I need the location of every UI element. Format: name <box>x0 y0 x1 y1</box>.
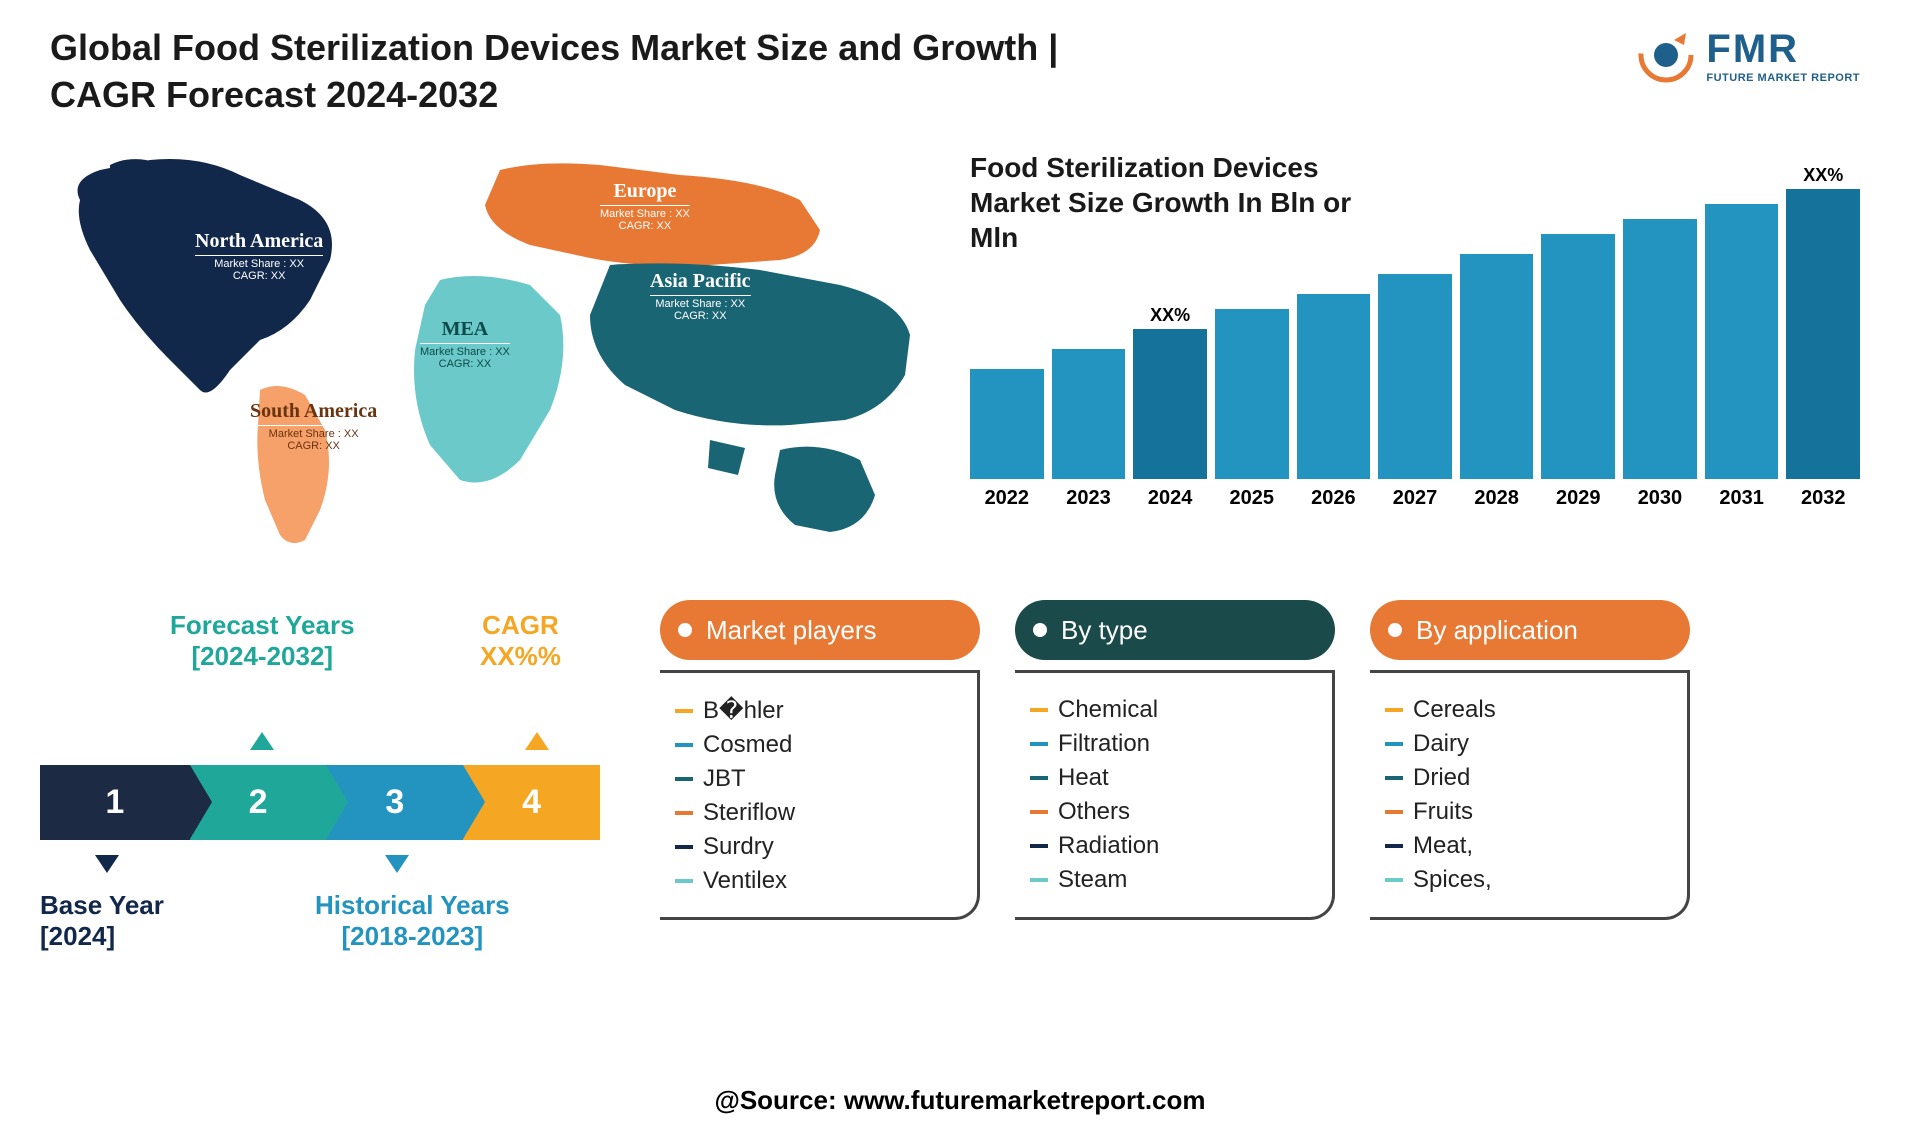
logo-subtitle: FUTURE MARKET REPORT <box>1706 72 1860 84</box>
list-box: Cereals Dairy Dried Fruits Meat, Spices, <box>1370 670 1690 920</box>
market-players-section: Market players B�hler Cosmed JBT Steriflow S… <box>660 600 980 920</box>
bar-2029: 2029 <box>1541 210 1615 510</box>
region-europe: EuropeMarket Share : XXCAGR: XX <box>600 180 690 232</box>
base-year-label: Base Year[2024] <box>40 890 164 952</box>
list-box: Chemical Filtration Heat Others Radiation Ste… <box>1015 670 1335 920</box>
list-item: Others <box>1030 798 1317 826</box>
historical-label: Historical Years[2018-2023] <box>315 890 510 952</box>
timeline: Forecast Years[2024-2032] CAGRXX%% 1234 … <box>40 610 610 950</box>
list-item: Heat <box>1030 764 1317 792</box>
list-item: Chemical <box>1030 696 1317 724</box>
list-item: Cosmed <box>675 731 962 759</box>
list-item: Fruits <box>1385 798 1672 826</box>
list-item: Spices, <box>1385 866 1672 894</box>
forecast-label: Forecast Years[2024-2032] <box>170 610 355 672</box>
base-arrow-icon <box>95 855 119 873</box>
source-text: @Source: www.futuremarketreport.com <box>714 1085 1205 1116</box>
logo-icon <box>1636 25 1696 85</box>
bar-2032: XX% 2032 <box>1786 165 1860 510</box>
list-box: B�hler Cosmed JBT Steriflow Surdry Ventilex <box>660 670 980 920</box>
logo-fmr-text: FMR <box>1706 27 1860 72</box>
bar-2025: 2025 <box>1215 285 1289 510</box>
list-item: Cereals <box>1385 696 1672 724</box>
pill-header: By application <box>1370 600 1690 660</box>
bar-2023: 2023 <box>1052 325 1126 510</box>
list-item: Radiation <box>1030 832 1317 860</box>
list-item: Dairy <box>1385 730 1672 758</box>
historical-arrow-icon <box>385 855 409 873</box>
bar-2028: 2028 <box>1460 230 1534 510</box>
list-item: Surdry <box>675 833 962 861</box>
bar-2022: 2022 <box>970 345 1044 510</box>
timeline-row: 1234 <box>40 765 600 840</box>
by-type-section: By type Chemical Filtration Heat Others Radi… <box>1015 600 1335 920</box>
timeline-segment-1: 1 <box>40 765 190 840</box>
list-item: Ventilex <box>675 867 962 895</box>
pill-header: By type <box>1015 600 1335 660</box>
list-item: Dried <box>1385 764 1672 792</box>
region-asia-pacific: Asia PacificMarket Share : XXCAGR: XX <box>650 270 751 322</box>
cagr-label: CAGRXX%% <box>480 610 561 672</box>
region-north-america: North AmericaMarket Share : XXCAGR: XX <box>195 230 323 282</box>
forecast-arrow-icon <box>250 732 274 750</box>
page-title: Global Food Sterilization Devices Market… <box>50 25 1100 119</box>
list-item: Steriflow <box>675 799 962 827</box>
list-item: Steam <box>1030 866 1317 894</box>
list-item: JBT <box>675 765 962 793</box>
bar-2024: XX% 2024 <box>1133 305 1207 510</box>
pill-header: Market players <box>660 600 980 660</box>
bar-2027: 2027 <box>1378 250 1452 510</box>
list-item: B�hler <box>675 696 962 725</box>
bar-chart: Food Sterilization Devices Market Size G… <box>970 150 1860 550</box>
bar-2030: 2030 <box>1623 195 1697 510</box>
world-map: North AmericaMarket Share : XXCAGR: XX So… <box>60 150 930 550</box>
by-application-section: By application Cereals Dairy Dried Fruits Me… <box>1370 600 1690 920</box>
bar-2026: 2026 <box>1297 270 1371 510</box>
list-item: Meat, <box>1385 832 1672 860</box>
list-item: Filtration <box>1030 730 1317 758</box>
fmr-logo: FMR FUTURE MARKET REPORT <box>1636 25 1860 85</box>
bar-2031: 2031 <box>1705 180 1779 510</box>
bars-container: 2022 2023XX% 2024 2025 2026 2027 2028 20… <box>970 220 1860 510</box>
region-south-america: South AmericaMarket Share : XXCAGR: XX <box>250 400 377 452</box>
cagr-arrow-icon <box>525 732 549 750</box>
region-mea: MEAMarket Share : XXCAGR: XX <box>420 318 510 370</box>
